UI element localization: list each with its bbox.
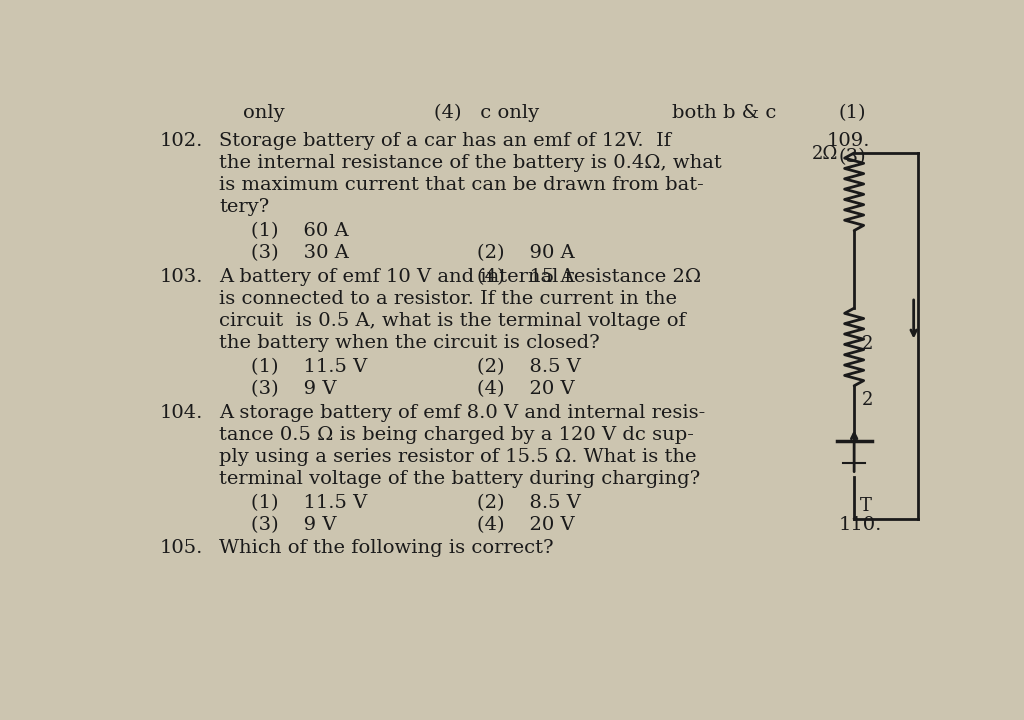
Text: (2)    90 A: (2) 90 A	[477, 244, 574, 262]
Text: (1)    11.5 V: (1) 11.5 V	[251, 494, 368, 512]
Text: (3): (3)	[839, 148, 866, 166]
Text: (3)    30 A: (3) 30 A	[251, 244, 349, 262]
Text: 105.: 105.	[160, 539, 203, 557]
Text: (1)    60 A: (1) 60 A	[251, 222, 348, 240]
Text: both b & c: both b & c	[672, 104, 776, 122]
Text: 104.: 104.	[160, 403, 203, 421]
Text: (2)    8.5 V: (2) 8.5 V	[477, 358, 581, 376]
Text: only: only	[243, 104, 285, 122]
Text: (1)    11.5 V: (1) 11.5 V	[251, 358, 368, 376]
Text: (3)    9 V: (3) 9 V	[251, 380, 337, 398]
Text: circuit  is 0.5 A, what is the terminal voltage of: circuit is 0.5 A, what is the terminal v…	[219, 312, 686, 330]
Text: (3)    9 V: (3) 9 V	[251, 516, 337, 534]
Text: is connected to a resistor. If the current in the: is connected to a resistor. If the curre…	[219, 290, 677, 308]
Text: terminal voltage of the battery during charging?: terminal voltage of the battery during c…	[219, 470, 700, 488]
Text: (4)    20 V: (4) 20 V	[477, 380, 574, 398]
Text: 103.: 103.	[160, 268, 203, 286]
Text: tery?: tery?	[219, 199, 269, 217]
Text: Which of the following is correct?: Which of the following is correct?	[219, 539, 554, 557]
Text: (4)    20 V: (4) 20 V	[477, 516, 574, 534]
Text: the internal resistance of the battery is 0.4Ω, what: the internal resistance of the battery i…	[219, 154, 722, 172]
Text: (1): (1)	[839, 104, 865, 122]
Text: (2)    8.5 V: (2) 8.5 V	[477, 494, 581, 512]
Text: tance 0.5 Ω is being charged by a 120 V dc sup-: tance 0.5 Ω is being charged by a 120 V …	[219, 426, 694, 444]
Text: 2: 2	[862, 391, 873, 409]
Text: the battery when the circuit is closed?: the battery when the circuit is closed?	[219, 334, 600, 352]
Text: 102.: 102.	[160, 132, 203, 150]
Text: ply using a series resistor of 15.5 Ω. What is the: ply using a series resistor of 15.5 Ω. W…	[219, 448, 696, 466]
Text: is maximum current that can be drawn from bat-: is maximum current that can be drawn fro…	[219, 176, 705, 194]
Text: A battery of emf 10 V and internal resistance 2Ω: A battery of emf 10 V and internal resis…	[219, 268, 701, 286]
Text: 2: 2	[862, 336, 873, 354]
Text: A storage battery of emf 8.0 V and internal resis-: A storage battery of emf 8.0 V and inter…	[219, 403, 706, 421]
Text: (4)   c only: (4) c only	[433, 104, 539, 122]
Text: T: T	[860, 497, 871, 515]
Text: Storage battery of a car has an emf of 12V.  If: Storage battery of a car has an emf of 1…	[219, 132, 672, 150]
Text: (4)    15 A: (4) 15 A	[477, 268, 574, 286]
Text: 109.: 109.	[826, 132, 869, 150]
Text: 2Ω: 2Ω	[812, 145, 839, 163]
Text: 110.: 110.	[839, 516, 882, 534]
